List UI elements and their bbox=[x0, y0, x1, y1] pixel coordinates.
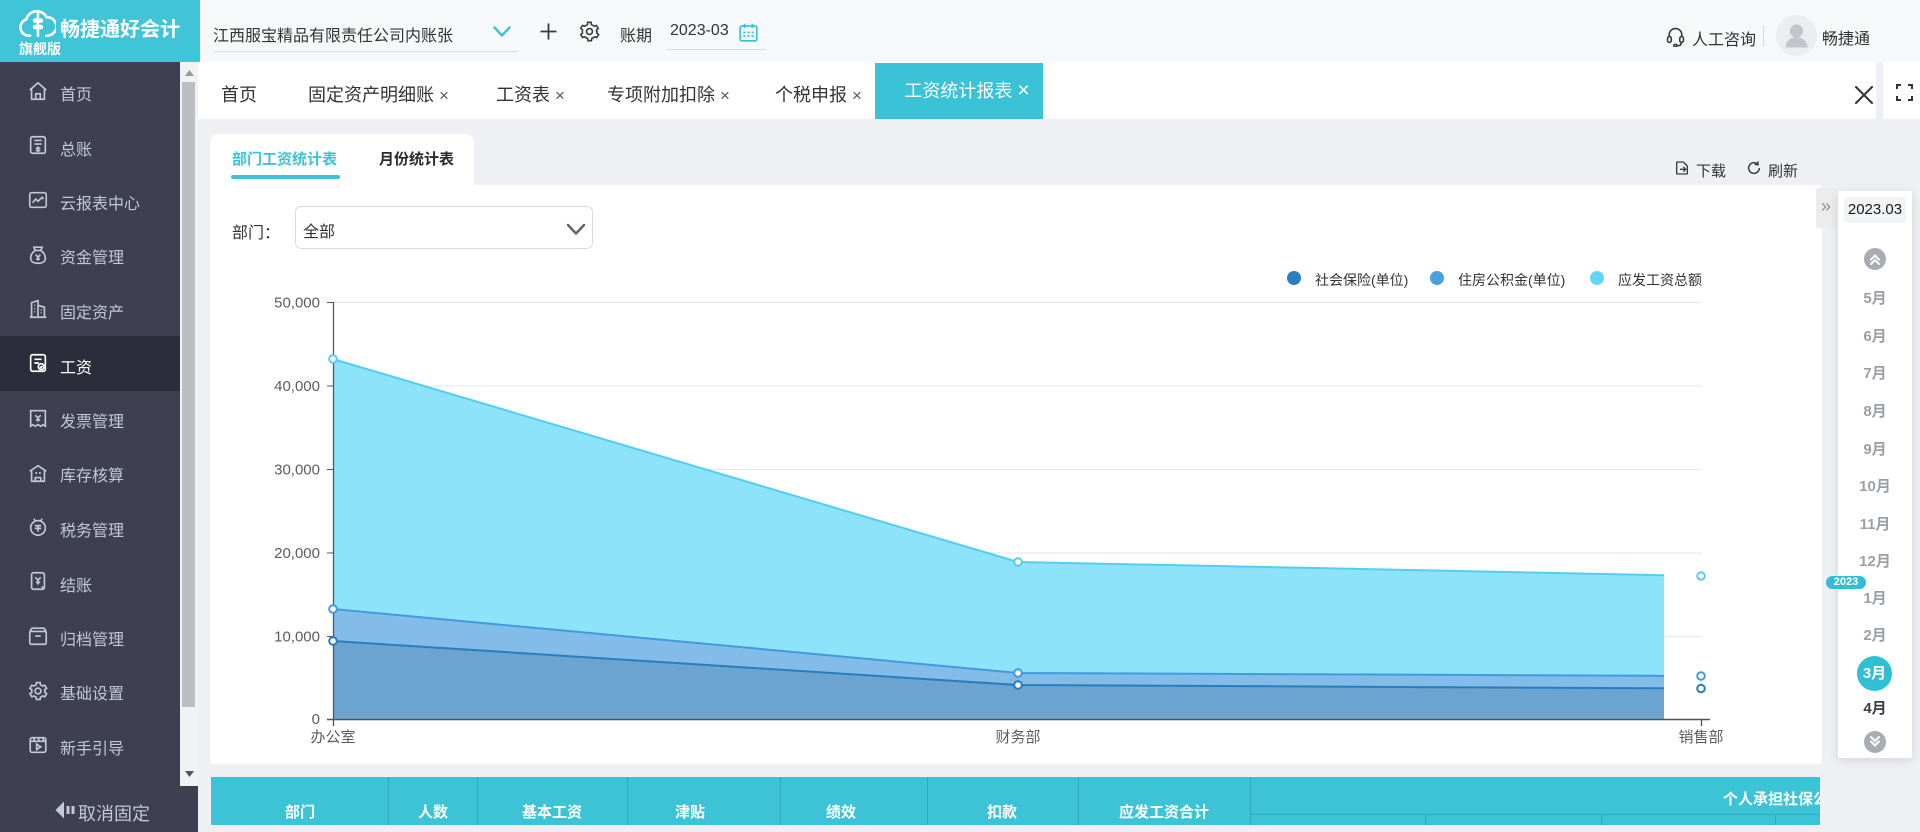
svg-text:办公室: 办公室 bbox=[310, 729, 355, 746]
svg-text:30,000: 30,000 bbox=[274, 462, 320, 479]
svg-text:40,000: 40,000 bbox=[274, 378, 320, 395]
svg-text:0: 0 bbox=[312, 711, 320, 728]
svg-text:销售部: 销售部 bbox=[1678, 729, 1723, 746]
svg-text:20,000: 20,000 bbox=[274, 545, 320, 562]
svg-text:50,000: 50,000 bbox=[274, 295, 320, 312]
svg-text:10,000: 10,000 bbox=[274, 629, 320, 646]
svg-text:财务部: 财务部 bbox=[995, 729, 1040, 746]
